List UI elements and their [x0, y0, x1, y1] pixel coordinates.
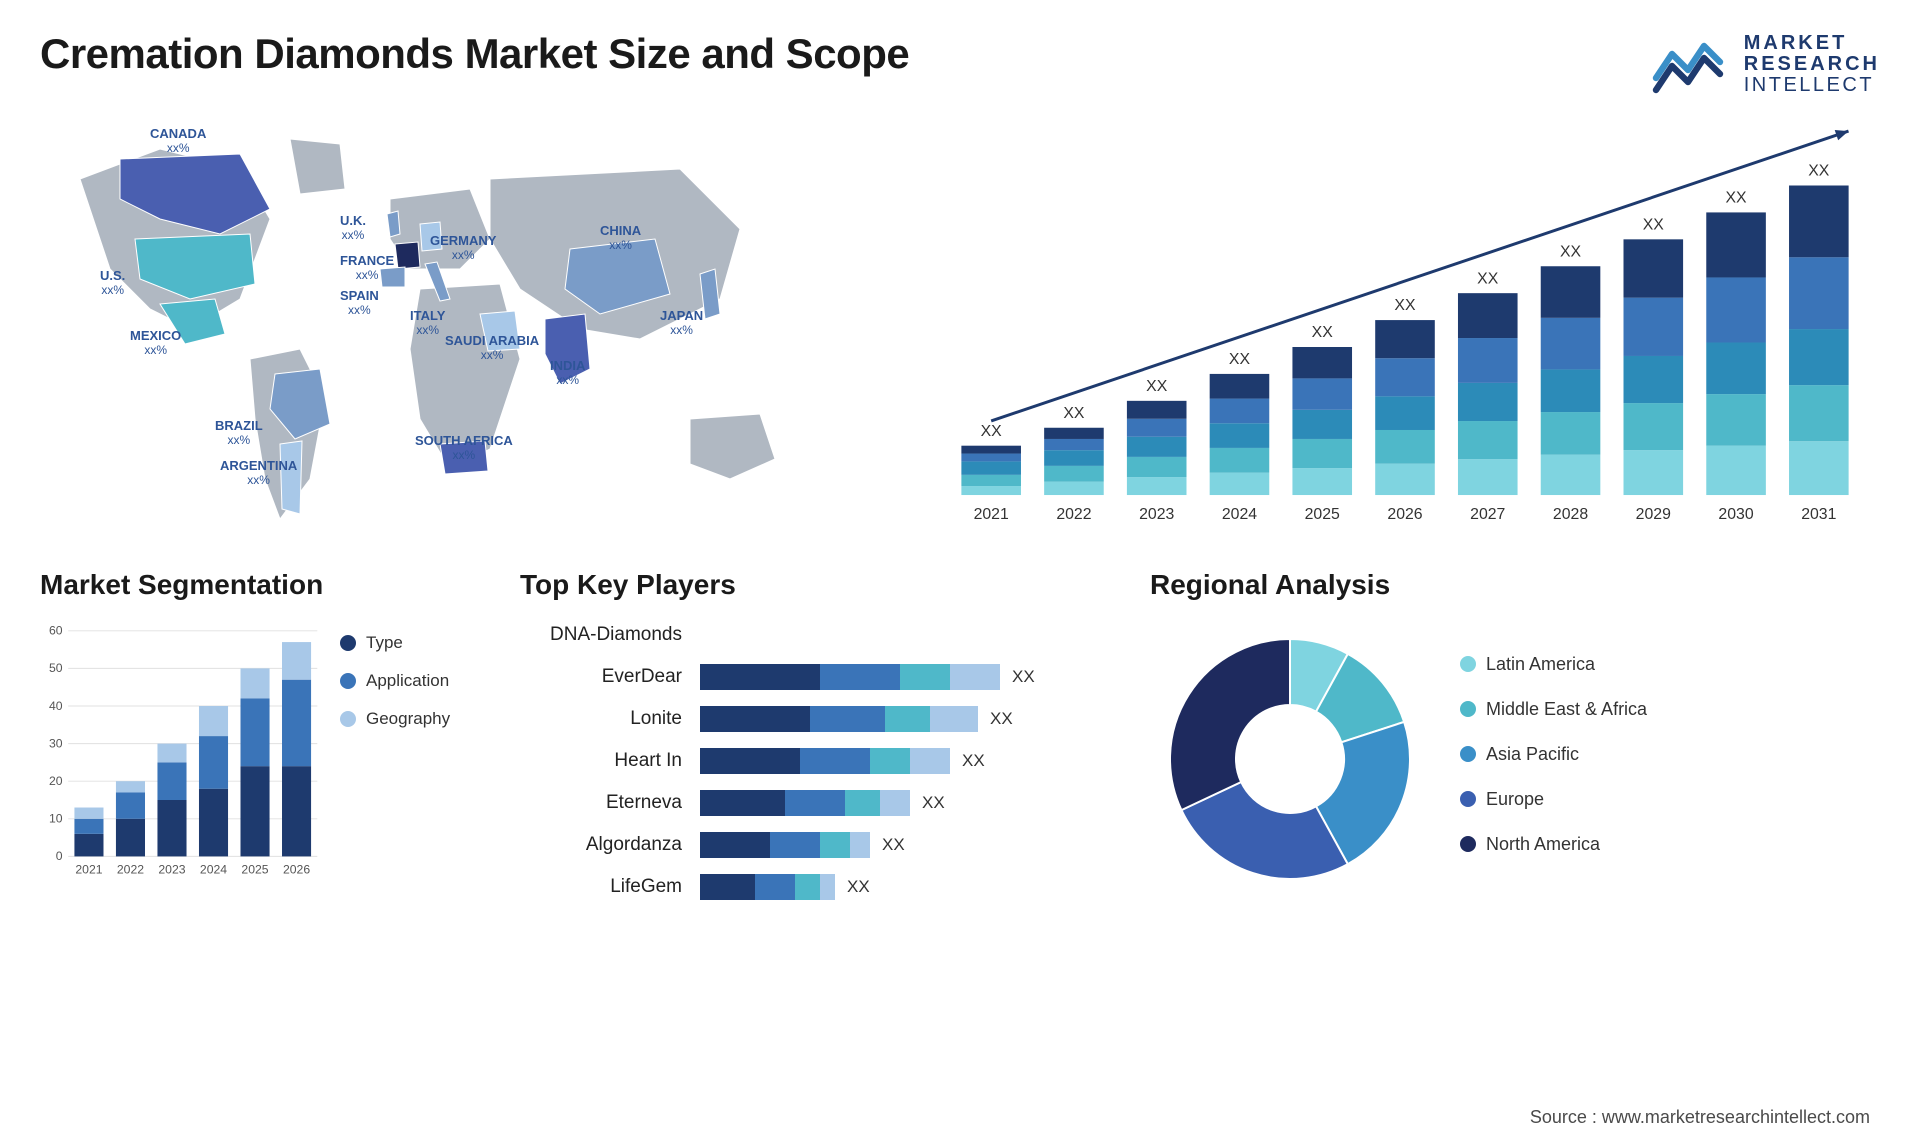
svg-text:60: 60 — [49, 624, 63, 638]
svg-text:XX: XX — [1229, 351, 1251, 368]
svg-text:2029: 2029 — [1636, 506, 1671, 523]
svg-text:0: 0 — [56, 849, 63, 863]
map-label: U.S.xx% — [100, 269, 125, 298]
world-map-panel: CANADAxx% U.S.xx% MEXICOxx% BRAZILxx% ARGENT… — [40, 119, 890, 539]
segmentation-panel: Market Segmentation 0 10 20 30 40 50 60 2021 202… — [40, 569, 490, 909]
map-label: SAUDI ARABIAxx% — [445, 334, 539, 363]
main-bar-chart: XX 2021 XX 2022 XX 2023 XX 2024 XX 2025 XX 2026 XX 20… — [930, 119, 1880, 539]
legend-item: Europe — [1460, 789, 1880, 810]
regional-legend: Latin America Middle East & Africa Asia Pa… — [1460, 644, 1880, 879]
svg-text:2027: 2027 — [1470, 506, 1505, 523]
legend-item: North America — [1460, 834, 1880, 855]
svg-text:XX: XX — [1477, 270, 1499, 287]
map-label: CANADAxx% — [150, 127, 206, 156]
map-label: SOUTH AFRICAxx% — [415, 434, 513, 463]
player-value: XX — [922, 793, 945, 813]
svg-text:2025: 2025 — [241, 862, 268, 876]
header: Cremation Diamonds Market Size and Scope… — [40, 30, 1880, 99]
regional-title: Regional Analysis — [1150, 569, 1880, 601]
svg-text:2024: 2024 — [1222, 506, 1257, 523]
legend-item: Application — [340, 671, 490, 691]
map-label: BRAZILxx% — [215, 419, 263, 448]
player-bar-row: XX — [700, 743, 1120, 779]
player-name: LifeGem — [520, 869, 690, 905]
logo-text-3: INTELLECT — [1744, 75, 1880, 96]
svg-text:XX: XX — [1146, 378, 1168, 395]
logo-icon — [1652, 30, 1732, 99]
map-label: MEXICOxx% — [130, 329, 181, 358]
player-bar-row — [700, 617, 1120, 653]
svg-text:XX: XX — [981, 423, 1003, 440]
player-value: XX — [847, 877, 870, 897]
player-name: Algordanza — [520, 827, 690, 863]
legend-item: Middle East & Africa — [1460, 699, 1880, 720]
player-name: EverDear — [520, 659, 690, 695]
svg-text:40: 40 — [49, 699, 63, 713]
map-label: ITALYxx% — [410, 309, 445, 338]
player-bar-row: XX — [700, 827, 1120, 863]
svg-text:2026: 2026 — [1387, 506, 1422, 523]
player-bar-row: XX — [700, 701, 1120, 737]
map-label: CHINAxx% — [600, 224, 641, 253]
svg-text:XX: XX — [1560, 243, 1582, 260]
player-name: Eterneva — [520, 785, 690, 821]
svg-text:XX: XX — [1725, 190, 1747, 207]
map-label: GERMANYxx% — [430, 234, 496, 263]
svg-text:XX: XX — [1808, 163, 1830, 180]
svg-text:XX: XX — [1394, 297, 1416, 314]
svg-text:XX: XX — [1063, 405, 1085, 422]
map-label: U.K.xx% — [340, 214, 366, 243]
map-label: SPAINxx% — [340, 289, 379, 318]
svg-text:2028: 2028 — [1553, 506, 1588, 523]
svg-text:10: 10 — [49, 812, 63, 826]
legend-item: Latin America — [1460, 654, 1880, 675]
legend-item: Asia Pacific — [1460, 744, 1880, 765]
key-players-panel: Top Key Players DNA-Diamonds EverDear Loni… — [520, 569, 1120, 909]
page-title: Cremation Diamonds Market Size and Scope — [40, 30, 909, 78]
segmentation-title: Market Segmentation — [40, 569, 490, 601]
segmentation-legend: Type Application Geography — [340, 613, 490, 909]
player-bar-row: XX — [700, 785, 1120, 821]
players-title: Top Key Players — [520, 569, 1120, 601]
player-name: Lonite — [520, 701, 690, 737]
player-value: XX — [882, 835, 905, 855]
svg-text:2023: 2023 — [1139, 506, 1174, 523]
svg-text:2021: 2021 — [75, 862, 102, 876]
svg-text:2022: 2022 — [117, 862, 144, 876]
player-name: DNA-Diamonds — [520, 617, 690, 653]
map-label: ARGENTINAxx% — [220, 459, 297, 488]
svg-text:50: 50 — [49, 661, 63, 675]
source-text: Source : www.marketresearchintellect.com — [1530, 1107, 1870, 1128]
player-value: XX — [990, 709, 1013, 729]
svg-text:2023: 2023 — [158, 862, 185, 876]
svg-text:30: 30 — [49, 736, 63, 750]
legend-item: Type — [340, 633, 490, 653]
brand-logo: MARKET RESEARCH INTELLECT — [1652, 30, 1880, 99]
player-bar-row: XX — [700, 659, 1120, 695]
svg-text:XX: XX — [1312, 324, 1334, 341]
map-label: JAPANxx% — [660, 309, 703, 338]
player-bar-row: XX — [700, 869, 1120, 905]
regional-panel: Regional Analysis Latin America Middle Ea… — [1150, 569, 1880, 909]
svg-text:2031: 2031 — [1801, 506, 1836, 523]
svg-text:2026: 2026 — [283, 862, 310, 876]
svg-text:2030: 2030 — [1718, 506, 1753, 523]
logo-text-1: MARKET — [1744, 33, 1880, 54]
player-value: XX — [1012, 667, 1035, 687]
svg-text:2022: 2022 — [1056, 506, 1091, 523]
svg-text:2021: 2021 — [974, 506, 1009, 523]
logo-text-2: RESEARCH — [1744, 54, 1880, 75]
map-label: INDIAxx% — [550, 359, 585, 388]
map-label: FRANCExx% — [340, 254, 394, 283]
svg-text:XX: XX — [1643, 216, 1665, 233]
svg-text:2024: 2024 — [200, 862, 227, 876]
legend-item: Geography — [340, 709, 490, 729]
svg-text:20: 20 — [49, 774, 63, 788]
player-value: XX — [962, 751, 985, 771]
player-name: Heart In — [520, 743, 690, 779]
svg-text:2025: 2025 — [1305, 506, 1340, 523]
